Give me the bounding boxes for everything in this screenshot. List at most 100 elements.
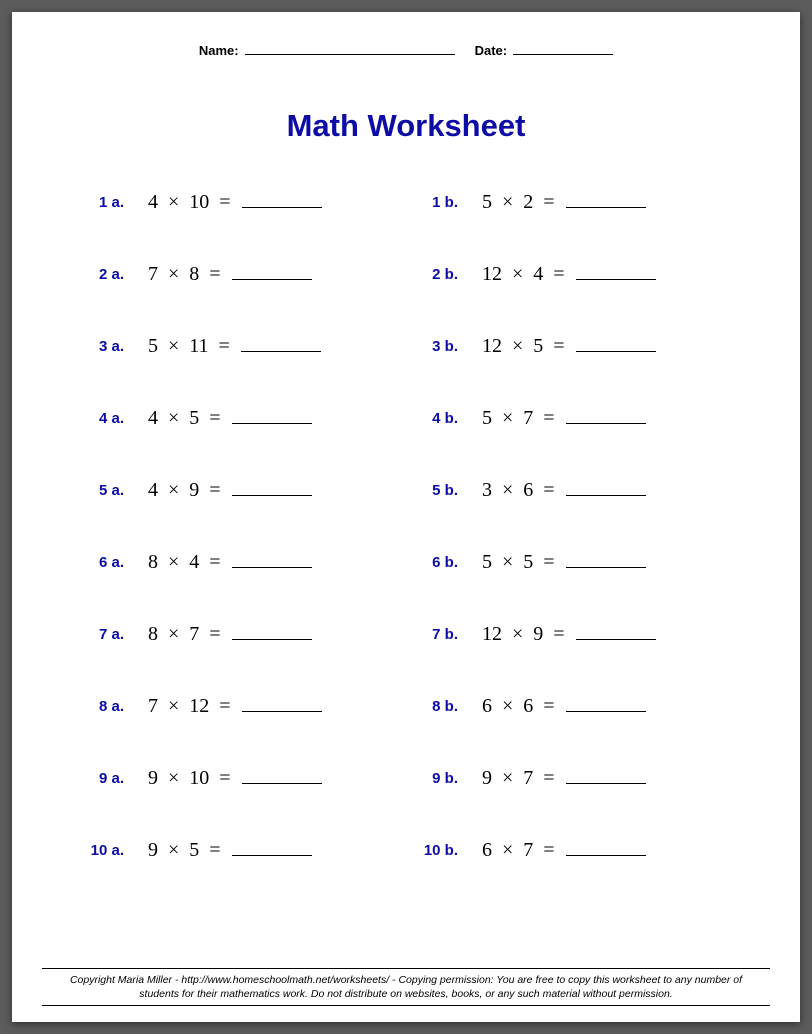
operand-right: 10: [189, 191, 209, 213]
copyright-footer: Copyright Maria Miller - http://www.home…: [42, 968, 770, 1006]
equals-sign: =: [209, 263, 220, 285]
operator: ×: [502, 767, 513, 789]
problem-label: 6 b.: [408, 554, 472, 571]
equals-sign: =: [543, 695, 554, 717]
operand-right: 9: [533, 623, 543, 645]
equals-sign: =: [219, 335, 230, 357]
equals-sign: =: [219, 191, 230, 213]
operator: ×: [168, 263, 179, 285]
operand-left: 5: [482, 191, 492, 213]
operator: ×: [168, 191, 179, 213]
problem-expression: 6 × 7 =: [482, 838, 732, 862]
problem-expression: 7 × 12 =: [148, 694, 398, 718]
operand-left: 12: [482, 623, 502, 645]
problem-expression: 5 × 7 =: [482, 406, 732, 430]
answer-blank: [566, 406, 646, 424]
problem-label: 7 b.: [408, 626, 472, 643]
problem-label: 9 b.: [408, 770, 472, 787]
problem-label: 2 b.: [408, 266, 472, 283]
equals-sign: =: [209, 551, 220, 573]
problem-expression: 8 × 4 =: [148, 550, 398, 574]
problem-label: 1 b.: [408, 194, 472, 211]
equals-sign: =: [543, 479, 554, 501]
problem-label: 3 b.: [408, 338, 472, 355]
problem-expression: 9 × 5 =: [148, 838, 398, 862]
problem-label: 4 a.: [74, 410, 138, 427]
operand-right: 9: [189, 479, 199, 501]
problem-label: 8 a.: [74, 698, 138, 715]
problem-label: 5 a.: [74, 482, 138, 499]
name-label: Name:: [199, 43, 239, 58]
operand-left: 8: [148, 623, 158, 645]
equals-sign: =: [543, 407, 554, 429]
problem-label: 7 a.: [74, 626, 138, 643]
operator: ×: [168, 479, 179, 501]
problem-expression: 12 × 9 =: [482, 622, 732, 646]
problem-label: 6 a.: [74, 554, 138, 571]
operator: ×: [168, 839, 179, 861]
operand-left: 7: [148, 263, 158, 285]
problem-label: 10 a.: [74, 842, 138, 859]
operand-left: 7: [148, 695, 158, 717]
problem-expression: 9 × 10 =: [148, 766, 398, 790]
answer-blank: [241, 334, 321, 352]
problem-expression: 4 × 5 =: [148, 406, 398, 430]
operator: ×: [502, 551, 513, 573]
problem-label: 1 a.: [74, 194, 138, 211]
name-blank: [245, 42, 455, 55]
operand-left: 8: [148, 551, 158, 573]
answer-blank: [232, 622, 312, 640]
operand-left: 5: [148, 335, 158, 357]
answer-blank: [232, 838, 312, 856]
operand-right: 6: [523, 479, 533, 501]
answer-blank: [566, 190, 646, 208]
operator: ×: [502, 479, 513, 501]
operator: ×: [502, 191, 513, 213]
problem-expression: 4 × 9 =: [148, 478, 398, 502]
equals-sign: =: [553, 335, 564, 357]
operand-left: 4: [148, 479, 158, 501]
operand-right: 7: [189, 623, 199, 645]
equals-sign: =: [209, 623, 220, 645]
problem-label: 3 a.: [74, 338, 138, 355]
equals-sign: =: [219, 695, 230, 717]
operator: ×: [502, 839, 513, 861]
operator: ×: [168, 695, 179, 717]
operand-left: 4: [148, 407, 158, 429]
operand-left: 3: [482, 479, 492, 501]
problem-expression: 12 × 4 =: [482, 262, 732, 286]
operator: ×: [502, 695, 513, 717]
answer-blank: [232, 262, 312, 280]
page-title: Math Worksheet: [46, 108, 766, 144]
operand-left: 12: [482, 263, 502, 285]
problem-label: 9 a.: [74, 770, 138, 787]
operand-right: 7: [523, 839, 533, 861]
answer-blank: [242, 766, 322, 784]
answer-blank: [566, 478, 646, 496]
operator: ×: [168, 551, 179, 573]
operator: ×: [512, 623, 523, 645]
operator: ×: [512, 335, 523, 357]
operator: ×: [502, 407, 513, 429]
operand-right: 5: [189, 407, 199, 429]
answer-blank: [242, 190, 322, 208]
operand-left: 4: [148, 191, 158, 213]
operand-right: 2: [523, 191, 533, 213]
answer-blank: [566, 838, 646, 856]
problem-expression: 7 × 8 =: [148, 262, 398, 286]
operand-right: 5: [189, 839, 199, 861]
operand-right: 7: [523, 767, 533, 789]
answer-blank: [232, 478, 312, 496]
problem-label: 10 b.: [408, 842, 472, 859]
answer-blank: [576, 334, 656, 352]
equals-sign: =: [219, 767, 230, 789]
header-line: Name: Date:: [46, 42, 766, 58]
operand-right: 8: [189, 263, 199, 285]
operand-right: 4: [189, 551, 199, 573]
problem-expression: 5 × 2 =: [482, 190, 732, 214]
viewport-background: Name: Date: Math Worksheet 1 a.4 × 10 = …: [0, 0, 812, 1034]
problems-grid: 1 a.4 × 10 = 1 b.5 × 2 = 2 a.7 × 8 = 2 b…: [46, 190, 766, 862]
answer-blank: [232, 550, 312, 568]
equals-sign: =: [209, 407, 220, 429]
operand-right: 4: [533, 263, 543, 285]
